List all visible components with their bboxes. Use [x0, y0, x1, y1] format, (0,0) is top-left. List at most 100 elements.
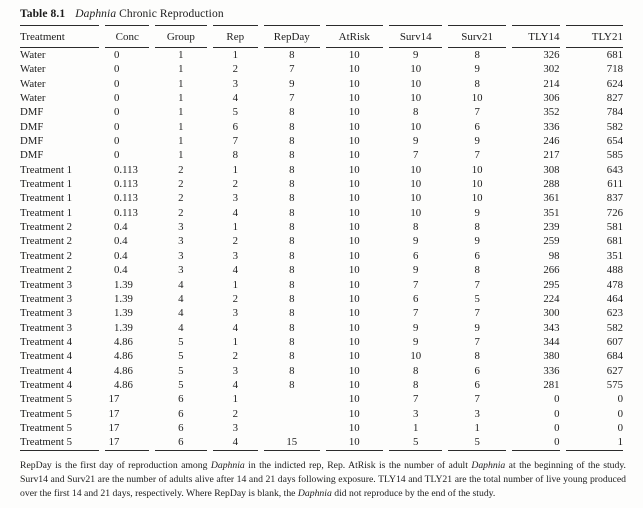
cell-rep: 3 — [232, 77, 238, 90]
cell-surv21: 10 — [471, 92, 483, 105]
cell-group: 1 — [178, 135, 184, 148]
conc-integer-part: 0 — [113, 149, 120, 162]
cell-treatment: Water — [20, 77, 46, 90]
cell-surv14: 10 — [410, 192, 422, 205]
cell-tly21: 1 — [565, 435, 623, 451]
cell-surv14: 3 — [413, 407, 419, 420]
conc-integer-part: 0 — [113, 106, 120, 119]
cell-atrisk: 10 — [348, 192, 360, 205]
cell-conc: 0 — [105, 91, 149, 105]
cell-rep: 4 — [232, 92, 238, 105]
cell-surv14: 10 — [410, 63, 422, 76]
cell-atrisk: 10 — [348, 278, 360, 291]
cell-surv21: 7 — [474, 149, 480, 162]
conc-integer-part: 0 — [113, 63, 120, 76]
cell-group: 2 — [178, 192, 184, 205]
cell-tly21: 611 — [607, 178, 623, 191]
column-header-conc: Conc — [105, 25, 150, 48]
cell-rep: 2 — [232, 235, 238, 248]
cell-surv14: 10 — [410, 77, 422, 90]
conc-fraction-part: .86 — [119, 364, 133, 377]
table-row: Treatment 5 17 6 4 15 10 5 5 0 1 — [20, 435, 623, 451]
cell-surv14: 8 — [413, 364, 419, 377]
conc-integer-part: 4 — [113, 335, 120, 348]
cell-tly14: 308 — [543, 163, 560, 176]
footnote: RepDay is the first day of reproduction … — [14, 459, 626, 502]
cell-repday: 8 — [289, 49, 295, 61]
cell-surv21: 8 — [474, 350, 480, 363]
cell-repday — [264, 392, 320, 406]
column-header-tly14: TLY14 — [511, 25, 560, 48]
cell-group: 4 — [178, 278, 184, 291]
cell-repday: 8 — [289, 149, 295, 162]
table-row: Treatment 4 4.86 5 1 8 10 9 7 344 607 — [20, 335, 623, 349]
cell-tly21: 585 — [606, 149, 623, 162]
cell-treatment: Treatment 3 — [20, 321, 73, 334]
cell-group: 1 — [178, 120, 184, 133]
table-row: Treatment 1 0.113 2 4 8 10 10 9 351 726 — [20, 206, 623, 220]
cell-tly14: 351 — [543, 206, 560, 219]
cell-tly14: 288 — [543, 178, 560, 191]
cell-surv21: 10 — [471, 178, 483, 191]
cell-group: 5 — [178, 378, 184, 391]
cell-surv14: 9 — [413, 264, 419, 277]
cell-group: 1 — [178, 77, 184, 90]
conc-fraction-part: .113 — [119, 206, 138, 219]
cell-atrisk: 10 — [348, 149, 360, 162]
cell-atrisk: 10 — [348, 63, 360, 76]
conc-integer-part: 1 — [113, 278, 120, 291]
table-body: Water 0 1 1 8 10 9 8 326 681 Water 0 1 2 7 10 10 9 302 718 W… — [20, 48, 623, 451]
cell-conc: 1.39 — [105, 292, 149, 306]
cell-rep: 1 — [232, 221, 238, 234]
cell-tly14: 295 — [543, 278, 560, 291]
conc-fraction-part: .113 — [119, 163, 138, 176]
cell-surv21: 10 — [471, 192, 483, 205]
cell-surv14: 10 — [410, 206, 422, 219]
cell-repday: 8 — [289, 307, 295, 320]
cell-surv14: 9 — [413, 235, 419, 248]
conc-integer-part: 0 — [113, 92, 120, 105]
cell-tly21: 624 — [606, 77, 623, 90]
cell-treatment: Treatment 1 — [20, 163, 73, 176]
table-row: Water 0 1 3 9 10 10 8 214 624 — [20, 77, 623, 91]
column-header-rep: Rep — [212, 25, 258, 48]
table-row: Treatment 5 17 6 1 10 7 7 0 0 — [20, 392, 623, 406]
conc-integer-part: 0 — [113, 221, 120, 234]
cell-treatment: Treatment 4 — [20, 364, 73, 377]
conc-fraction-part: .86 — [119, 378, 133, 391]
conc-integer-part: 17 — [108, 393, 120, 406]
table-number: Table 8.1 — [20, 8, 66, 20]
cell-tly21: 0 — [617, 407, 623, 420]
table-row: Treatment 3 1.39 4 3 8 10 7 7 300 623 — [20, 306, 623, 320]
cell-group: 5 — [178, 364, 184, 377]
cell-rep: 1 — [232, 49, 238, 61]
cell-tly21: 784 — [606, 106, 623, 119]
cell-repday: 8 — [289, 221, 295, 234]
cell-atrisk: 10 — [348, 264, 360, 277]
cell-group: 1 — [178, 63, 184, 76]
cell-conc: 4.86 — [105, 349, 149, 363]
cell-conc: 0.113 — [105, 206, 149, 220]
cell-tly14: 300 — [543, 307, 560, 320]
footnote-species-italic: Daphnia — [297, 488, 332, 500]
cell-treatment: Treatment 3 — [20, 292, 73, 305]
cell-tly21: 464 — [606, 292, 623, 305]
cell-rep: 1 — [232, 393, 238, 406]
table-row: DMF 0 1 7 8 10 9 9 246 654 — [20, 134, 623, 148]
cell-group: 3 — [178, 221, 184, 234]
cell-conc: 0 — [105, 48, 149, 62]
cell-tly21: 582 — [606, 120, 623, 133]
cell-atrisk: 10 — [348, 364, 360, 377]
table-row: Treatment 3 1.39 4 2 8 10 6 5 224 464 — [20, 292, 623, 306]
footnote-species-italic: Daphnia — [210, 459, 245, 471]
cell-treatment: Treatment 3 — [20, 278, 73, 291]
cell-atrisk: 10 — [348, 421, 360, 434]
cell-repday: 8 — [289, 106, 295, 119]
cell-group: 3 — [178, 249, 184, 262]
cell-conc: 0.113 — [105, 163, 149, 177]
cell-group: 6 — [155, 435, 207, 451]
cell-conc: 1.39 — [105, 306, 149, 320]
conc-fraction-part: .113 — [119, 192, 138, 205]
column-header-repday: RepDay — [263, 25, 320, 48]
cell-tly21: 718 — [606, 63, 623, 76]
